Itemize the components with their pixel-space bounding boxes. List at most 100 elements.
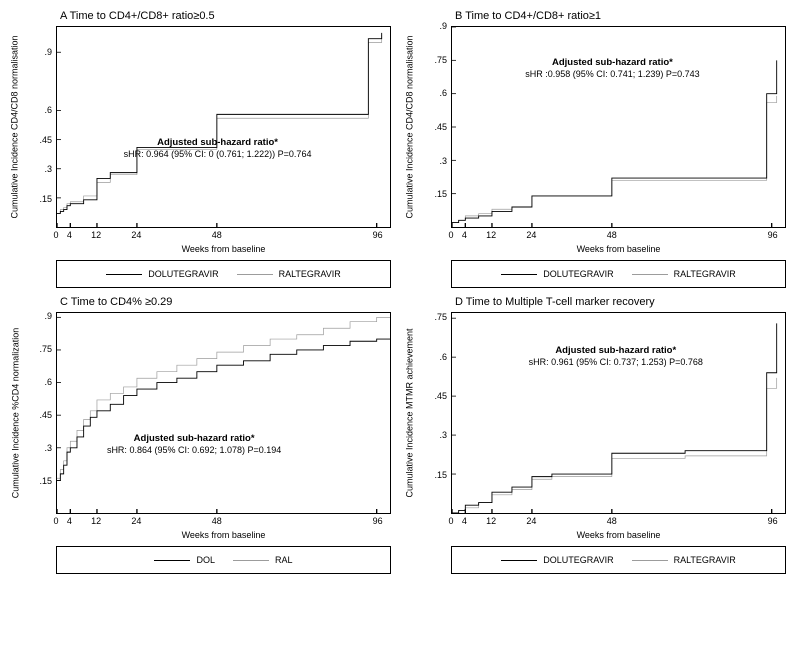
y-tick-label: .45	[434, 391, 447, 401]
x-tick-label: 0	[448, 230, 453, 240]
x-tick-label: 4	[67, 230, 72, 240]
y-tick-label: .45	[434, 122, 447, 132]
panel-d: D Time to Multiple T-cell marker recover…	[405, 296, 790, 576]
legend-item: RALTEGRAVIR	[237, 269, 341, 279]
series-b-line	[452, 378, 777, 513]
x-tick-label: 24	[131, 516, 141, 526]
panel-b: B Time to CD4+/CD8+ ratio≥1 Cumulative In…	[405, 10, 790, 290]
legend-label: RALTEGRAVIR	[674, 269, 736, 279]
y-tick-label: .15	[39, 476, 52, 486]
x-axis-label: Weeks from baseline	[451, 530, 786, 540]
x-ticks: 04 12 24 48 96	[451, 516, 786, 528]
x-tick-label: 12	[91, 516, 101, 526]
x-tick-label: 24	[526, 230, 536, 240]
x-tick-label: 24	[526, 516, 536, 526]
panel-title: B Time to CD4+/CD8+ ratio≥1	[455, 10, 601, 22]
y-tick-label: .6	[439, 88, 447, 98]
y-tick-label: .75	[434, 55, 447, 65]
legend-line-icon	[106, 274, 142, 275]
y-tick-label: .9	[44, 47, 52, 57]
legend-label: DOLUTEGRAVIR	[543, 555, 613, 565]
y-tick-label: .6	[44, 377, 52, 387]
y-axis-label: Cumulative Incidence MTMR achievement	[403, 312, 417, 514]
plot-area: Adjusted sub-hazard ratio*sHR: 0.964 (95…	[56, 26, 391, 228]
legend-label: DOLUTEGRAVIR	[543, 269, 613, 279]
x-tick-label: 48	[212, 516, 222, 526]
legend-item: RAL	[233, 555, 293, 565]
y-tick-label: .75	[39, 344, 52, 354]
y-ticks: .15.3.45.6.75.9	[419, 26, 449, 228]
legend-label: RAL	[275, 555, 293, 565]
x-ticks: 0412244896	[451, 230, 786, 242]
plot-area: Adjusted sub-hazard ratio*sHR: 0.961 (95…	[451, 312, 786, 514]
hazard-ratio-annotation: Adjusted sub-hazard ratio*sHR: 0.964 (95…	[124, 137, 312, 160]
y-tick-label: .3	[44, 443, 52, 453]
legend: DOLUTEGRAVIR RALTEGRAVIR	[451, 260, 786, 288]
x-tick-label: 48	[212, 230, 222, 240]
legend-line-icon	[501, 274, 537, 275]
x-tick-label: 96	[373, 230, 383, 240]
series-a-line	[452, 60, 777, 222]
y-ticks: .15 .3 .45 .6 .75 .9	[24, 312, 54, 514]
y-tick-label: .3	[44, 164, 52, 174]
y-tick-label: .3	[439, 430, 447, 440]
y-axis-label: Cumulative Incidence %CD4 normalization	[8, 312, 22, 514]
legend: DOLUTEGRAVIR RALTEGRAVIR	[451, 546, 786, 574]
hazard-ratio-annotation: Adjusted sub-hazard ratio*sHR: 0.961 (95…	[529, 345, 703, 368]
x-tick-label: 96	[373, 516, 383, 526]
legend-line-icon	[632, 274, 668, 275]
x-tick-label: 0	[53, 230, 58, 240]
series-a-line	[57, 339, 390, 480]
x-axis-label: Weeks from baseline	[451, 244, 786, 254]
y-tick-label: .6	[44, 105, 52, 115]
y-tick-label: .6	[439, 352, 447, 362]
x-axis-label: Weeks from baseline	[56, 530, 391, 540]
x-tick-label: 12	[91, 230, 101, 240]
x-ticks: 0412244896	[56, 516, 391, 528]
x-axis-label: Weeks from baseline	[56, 244, 391, 254]
legend-item: DOLUTEGRAVIR	[501, 555, 613, 565]
y-tick-label: .15	[434, 470, 447, 480]
series-b-line	[452, 96, 777, 223]
y-axis-label: Cumulative Incidence CD4/CD8 normalisati…	[8, 26, 22, 228]
panel-title: D Time to Multiple T-cell marker recover…	[455, 296, 655, 308]
series-b-line	[57, 35, 382, 214]
legend-item: DOLUTEGRAVIR	[501, 269, 613, 279]
legend-label: DOL	[196, 555, 215, 565]
legend-label: RALTEGRAVIR	[279, 269, 341, 279]
y-tick-label: .9	[44, 311, 52, 321]
legend-item: DOL	[154, 555, 215, 565]
hazard-ratio-annotation: Adjusted sub-hazard ratio*sHR: 0.864 (95…	[107, 433, 281, 456]
y-axis-label: Cumulative Incidence CD4/CD8 normalisati…	[403, 26, 417, 228]
y-tick-label: .75	[434, 312, 447, 322]
panel-a: A Time to CD4+/CD8+ ratio≥0.5 Cumulative …	[10, 10, 395, 290]
panel-c: C Time to CD4% ≥0.29Cumulative Incidence…	[10, 296, 395, 576]
x-tick-label: 48	[607, 516, 617, 526]
x-tick-label: 96	[768, 516, 778, 526]
y-ticks: .15 .3 .45 .6 .75	[419, 312, 449, 514]
y-tick-label: .45	[39, 410, 52, 420]
x-tick-label: 24	[131, 230, 141, 240]
legend: DOLUTEGRAVIR RALTEGRAVIR	[56, 260, 391, 288]
legend-label: RALTEGRAVIR	[674, 555, 736, 565]
panel-title: A Time to CD4+/CD8+ ratio≥0.5	[60, 10, 215, 22]
legend-item: RALTEGRAVIR	[632, 555, 736, 565]
legend-line-icon	[233, 560, 269, 561]
legend: DOL RAL	[56, 546, 391, 574]
x-tick-label: 12	[486, 230, 496, 240]
series-a-line	[57, 33, 382, 214]
x-tick-label: 12	[486, 516, 496, 526]
legend-label: DOLUTEGRAVIR	[148, 269, 218, 279]
x-tick-label: 48	[607, 230, 617, 240]
legend-line-icon	[154, 560, 190, 561]
legend-line-icon	[237, 274, 273, 275]
x-ticks: 04 12 24 48 96	[56, 230, 391, 242]
x-tick-label: 0	[448, 516, 453, 526]
y-tick-label: .3	[439, 156, 447, 166]
x-tick-label: 0	[53, 516, 58, 526]
y-tick-label: .15	[39, 194, 52, 204]
x-tick-label: 4	[462, 516, 467, 526]
legend-line-icon	[632, 560, 668, 561]
legend-item: RALTEGRAVIR	[632, 269, 736, 279]
hazard-ratio-annotation: Adjusted sub-hazard ratio*sHR :0.958 (95…	[525, 57, 699, 80]
